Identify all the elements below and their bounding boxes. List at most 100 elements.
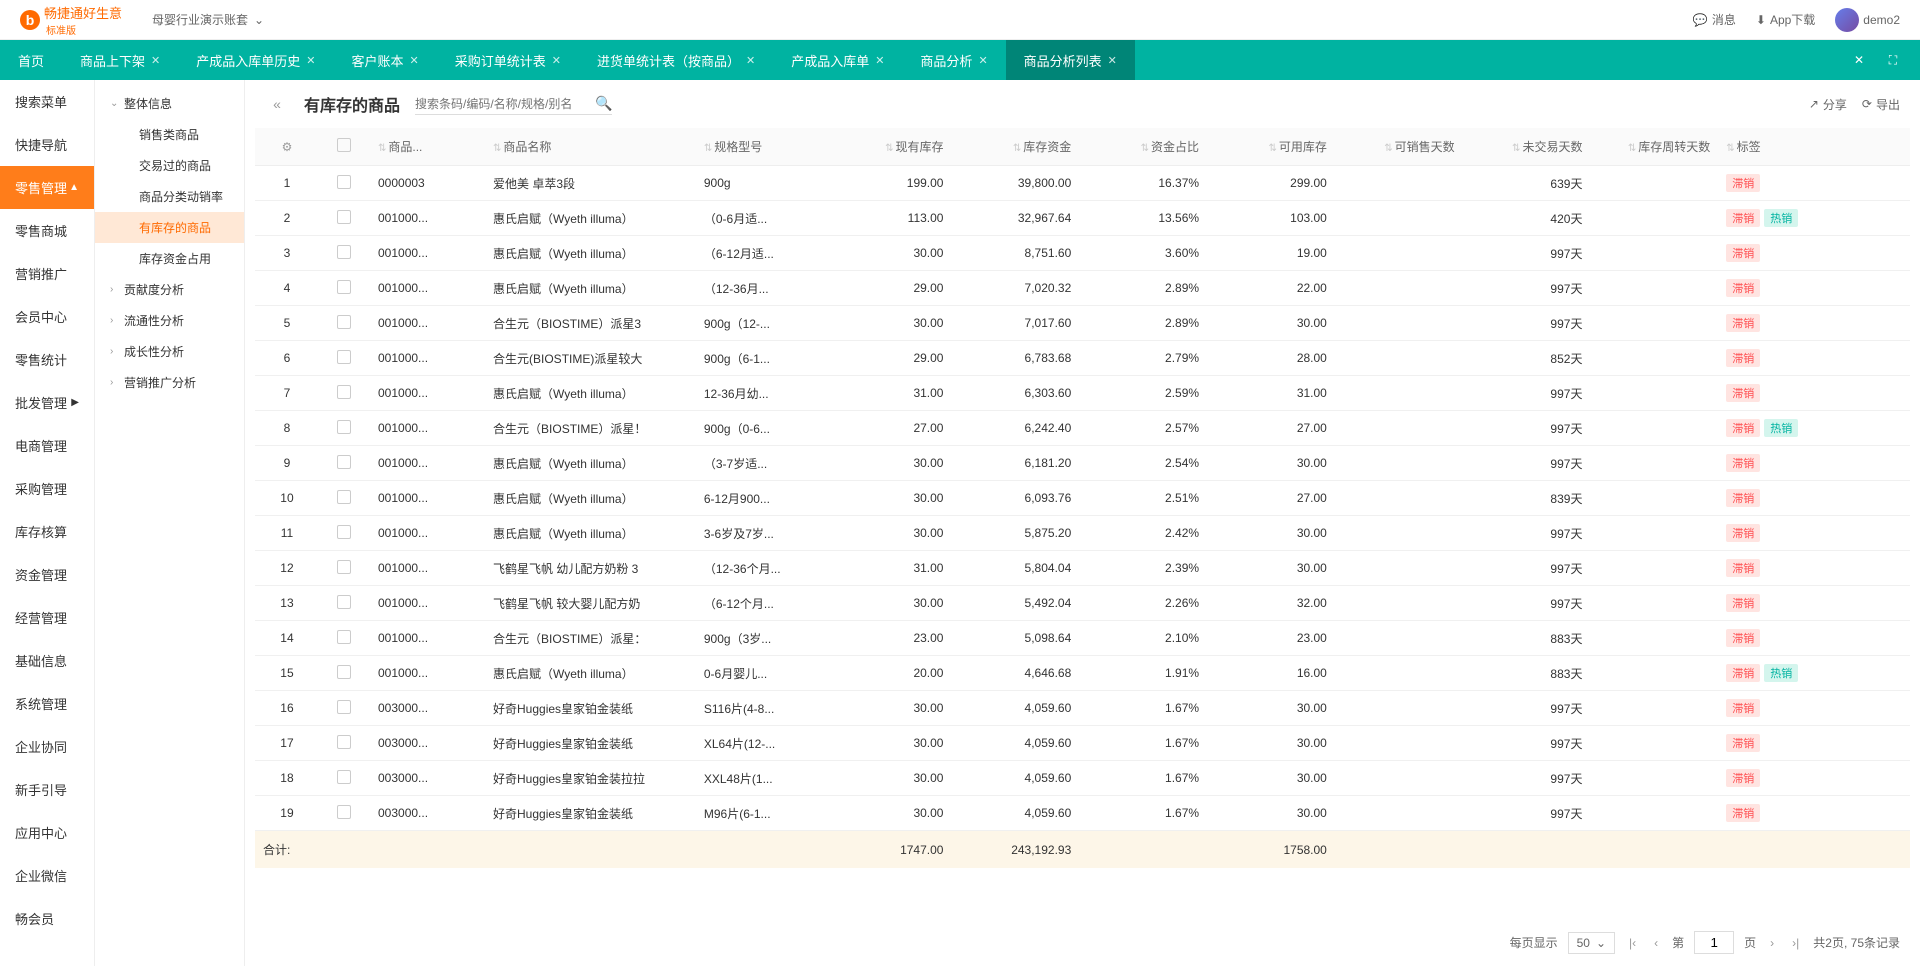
cell-checkbox[interactable]	[319, 621, 370, 656]
last-page-button[interactable]: ›|	[1788, 936, 1803, 950]
tab-客户账本[interactable]: 客户账本✕	[333, 40, 436, 80]
close-icon[interactable]: ✕	[875, 54, 884, 67]
checkbox[interactable]	[337, 385, 351, 399]
checkbox[interactable]	[337, 245, 351, 259]
cell-checkbox[interactable]	[319, 446, 370, 481]
col-no_trade[interactable]: ⇅未交易天数	[1463, 128, 1591, 166]
tree-item-商品分类动销率[interactable]: 商品分类动销率	[95, 181, 244, 212]
close-icon[interactable]: ✕	[978, 54, 987, 67]
app-download-button[interactable]: ⬇ App下载	[1756, 11, 1815, 28]
checkbox[interactable]	[337, 315, 351, 329]
checkbox[interactable]	[337, 665, 351, 679]
close-icon[interactable]: ✕	[410, 54, 419, 67]
close-icon[interactable]: ✕	[746, 54, 755, 67]
checkbox[interactable]	[337, 455, 351, 469]
cell-checkbox[interactable]	[319, 691, 370, 726]
checkbox[interactable]	[337, 420, 351, 434]
col-gear[interactable]: ⚙	[255, 128, 319, 166]
table-row[interactable]: 3001000...惠氏启赋（Wyeth illuma）（6-12月适...30…	[255, 236, 1910, 271]
nav-零售统计[interactable]: 零售统计	[0, 338, 94, 381]
nav-库存核算[interactable]: 库存核算	[0, 510, 94, 553]
cell-checkbox[interactable]	[319, 586, 370, 621]
table-row[interactable]: 12001000...飞鹤星飞帆 幼儿配方奶粉 3（12-36个月...31.0…	[255, 551, 1910, 586]
cell-checkbox[interactable]	[319, 656, 370, 691]
checkbox[interactable]	[337, 490, 351, 504]
table-row[interactable]: 6001000...合生元(BIOSTIME)派星较大900g（6-1...29…	[255, 341, 1910, 376]
tree-item-交易过的商品[interactable]: 交易过的商品	[95, 150, 244, 181]
tab-商品分析[interactable]: 商品分析✕	[902, 40, 1005, 80]
cell-checkbox[interactable]	[319, 551, 370, 586]
checkbox[interactable]	[337, 700, 351, 714]
nav-资金管理[interactable]: 资金管理	[0, 553, 94, 596]
search-input[interactable]	[415, 97, 595, 111]
checkbox[interactable]	[337, 560, 351, 574]
checkbox[interactable]	[337, 350, 351, 364]
cell-checkbox[interactable]	[319, 411, 370, 446]
prev-page-button[interactable]: ‹	[1650, 936, 1662, 950]
search-icon[interactable]: 🔍	[595, 95, 612, 112]
cell-checkbox[interactable]	[319, 201, 370, 236]
col-code[interactable]: ⇅商品...	[370, 128, 485, 166]
table-row[interactable]: 16003000...好奇Huggies皇家铂金装纸S116片(4-8...30…	[255, 691, 1910, 726]
table-row[interactable]: 8001000...合生元（BIOSTIME）派星！900g（0-6...27.…	[255, 411, 1910, 446]
cell-checkbox[interactable]	[319, 341, 370, 376]
tree-item-贡献度分析[interactable]: ›贡献度分析	[95, 274, 244, 305]
account-select[interactable]: 母婴行业演示账套 ⌄	[152, 11, 264, 28]
share-button[interactable]: ↗ 分享	[1809, 96, 1847, 113]
cell-checkbox[interactable]	[319, 481, 370, 516]
page-input[interactable]	[1694, 931, 1734, 954]
col-spec[interactable]: ⇅规格型号	[696, 128, 824, 166]
table-row[interactable]: 17003000...好奇Huggies皇家铂金装纸XL64片(12-...30…	[255, 726, 1910, 761]
checkbox[interactable]	[337, 280, 351, 294]
checkbox[interactable]	[337, 595, 351, 609]
table-row[interactable]: 11001000...惠氏启赋（Wyeth illuma）3-6岁及7岁...3…	[255, 516, 1910, 551]
nav-零售管理[interactable]: 零售管理▲	[0, 166, 94, 209]
nav-基础信息[interactable]: 基础信息	[0, 639, 94, 682]
col-turn[interactable]: ⇅库存周转天数	[1590, 128, 1718, 166]
nav-营销推广[interactable]: 营销推广	[0, 252, 94, 295]
nav-新手引导[interactable]: 新手引导	[0, 768, 94, 811]
nav-采购管理[interactable]: 采购管理	[0, 467, 94, 510]
nav-会员中心[interactable]: 会员中心	[0, 295, 94, 338]
cell-checkbox[interactable]	[319, 271, 370, 306]
per-page-select[interactable]: 50 ⌄	[1568, 932, 1615, 954]
user-menu[interactable]: demo2	[1835, 8, 1900, 32]
table-row[interactable]: 13001000...飞鹤星飞帆 较大婴儿配方奶（6-12个月...30.005…	[255, 586, 1910, 621]
checkbox[interactable]	[337, 630, 351, 644]
table-row[interactable]: 14001000...合生元（BIOSTIME）派星：900g（3岁...23.…	[255, 621, 1910, 656]
tree-item-营销推广分析[interactable]: ›营销推广分析	[95, 367, 244, 398]
col-stock[interactable]: ⇅现有库存	[824, 128, 952, 166]
col-avail[interactable]: ⇅可用库存	[1207, 128, 1335, 166]
cell-checkbox[interactable]	[319, 761, 370, 796]
nav-畅会员[interactable]: 畅会员	[0, 897, 94, 940]
close-all-tabs[interactable]: ✕	[1847, 48, 1871, 72]
cell-checkbox[interactable]	[319, 236, 370, 271]
close-icon[interactable]: ✕	[1108, 54, 1117, 67]
col-tags[interactable]: ⇅标签	[1718, 128, 1910, 166]
cell-checkbox[interactable]	[319, 306, 370, 341]
close-icon[interactable]: ✕	[552, 54, 561, 67]
col-ratio[interactable]: ⇅资金占比	[1079, 128, 1207, 166]
cell-checkbox[interactable]	[319, 376, 370, 411]
table-row[interactable]: 15001000...惠氏启赋（Wyeth illuma）0-6月婴儿...20…	[255, 656, 1910, 691]
checkbox[interactable]	[337, 770, 351, 784]
cell-checkbox[interactable]	[319, 796, 370, 831]
table-row[interactable]: 10001000...惠氏启赋（Wyeth illuma）6-12月900...…	[255, 481, 1910, 516]
checkbox[interactable]	[337, 805, 351, 819]
cell-checkbox[interactable]	[319, 516, 370, 551]
tree-item-流通性分析[interactable]: ›流通性分析	[95, 305, 244, 336]
checkbox[interactable]	[337, 210, 351, 224]
nav-企业微信[interactable]: 企业微信	[0, 854, 94, 897]
tab-首页[interactable]: 首页	[0, 40, 62, 80]
table-row[interactable]: 7001000...惠氏启赋（Wyeth illuma）12-36月幼...31…	[255, 376, 1910, 411]
tree-item-有库存的商品[interactable]: 有库存的商品	[95, 212, 244, 243]
col-sale_days[interactable]: ⇅可销售天数	[1335, 128, 1463, 166]
nav-批发管理[interactable]: 批发管理▶	[0, 381, 94, 424]
nav-系统管理[interactable]: 系统管理	[0, 682, 94, 725]
tree-item-成长性分析[interactable]: ›成长性分析	[95, 336, 244, 367]
cell-checkbox[interactable]	[319, 726, 370, 761]
cell-checkbox[interactable]	[319, 166, 370, 201]
fullscreen-button[interactable]: ⛶	[1881, 48, 1905, 72]
tab-产成品入库单[interactable]: 产成品入库单✕	[773, 40, 902, 80]
table-row[interactable]: 4001000...惠氏启赋（Wyeth illuma）（12-36月...29…	[255, 271, 1910, 306]
